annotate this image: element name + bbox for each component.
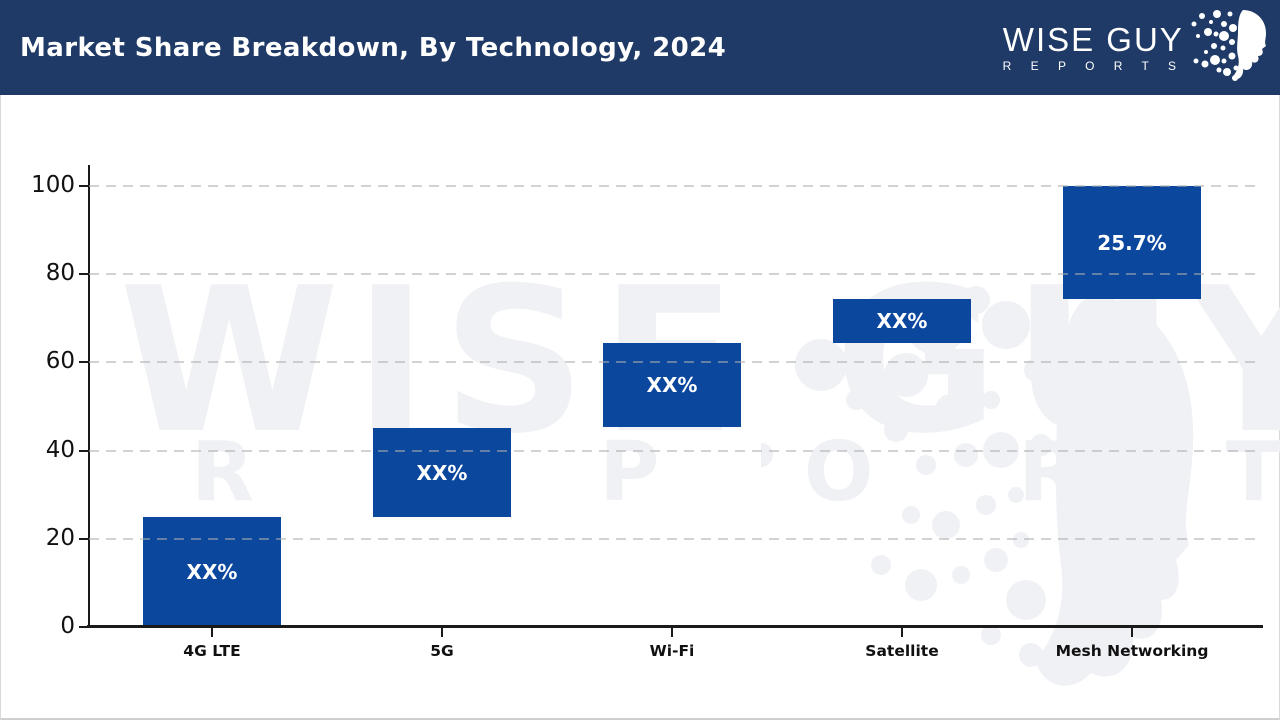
gridline bbox=[89, 537, 1259, 540]
y-tick bbox=[79, 361, 88, 364]
x-tick-label: Mesh Networking bbox=[1055, 642, 1209, 660]
bar-value-label: XX% bbox=[646, 372, 698, 397]
bar: 25.7% bbox=[1063, 186, 1201, 300]
y-tick bbox=[79, 185, 88, 187]
bar-value-label: XX% bbox=[186, 560, 238, 585]
y-tick-label: 0 bbox=[60, 613, 75, 639]
y-tick-label: 40 bbox=[45, 436, 75, 463]
x-tick bbox=[211, 628, 213, 637]
y-tick bbox=[79, 626, 88, 628]
x-tick bbox=[441, 628, 443, 637]
y-tick bbox=[79, 537, 88, 540]
logo-face-icon bbox=[1191, 10, 1266, 81]
y-tick bbox=[79, 449, 88, 452]
bar-value-label: XX% bbox=[416, 460, 468, 485]
gridline bbox=[89, 361, 1259, 364]
logo-wordmark: WISE GUY R E P O R T S bbox=[1003, 23, 1184, 73]
y-tick-label: 60 bbox=[45, 348, 75, 375]
logo-name-text: WISE GUY bbox=[1002, 21, 1184, 59]
x-tick-label: 4G LTE bbox=[183, 642, 241, 660]
bar-value-label: 25.7% bbox=[1097, 230, 1167, 255]
gridline bbox=[89, 273, 1259, 276]
watermark-text-line2: R E P O R T S bbox=[191, 425, 1280, 520]
y-axis-spine bbox=[88, 165, 90, 628]
x-tick bbox=[901, 628, 903, 637]
brand-logo: WISE GUY R E P O R T S bbox=[1003, 6, 1272, 90]
page-title: Market Share Breakdown, By Technology, 2… bbox=[20, 32, 727, 63]
y-tick bbox=[79, 273, 88, 276]
y-tick-label: 100 bbox=[31, 172, 75, 198]
bar: XX% bbox=[603, 342, 741, 427]
bar: XX% bbox=[833, 298, 971, 343]
gridline bbox=[89, 185, 1259, 187]
bar-value-label: XX% bbox=[876, 308, 928, 333]
logo-reports-text: R E P O R T S bbox=[1002, 58, 1184, 73]
y-tick-label: 20 bbox=[45, 524, 75, 551]
gridline bbox=[89, 449, 1259, 452]
bar: XX% bbox=[143, 517, 281, 627]
y-tick-label: 80 bbox=[45, 260, 75, 287]
x-tick-label: Wi-Fi bbox=[649, 642, 695, 660]
x-tick-label: 5G bbox=[430, 642, 454, 660]
x-axis-spine bbox=[87, 625, 1263, 628]
x-tick bbox=[1131, 628, 1133, 637]
header: Market Share Breakdown, By Technology, 2… bbox=[0, 0, 1280, 95]
x-tick-label: Satellite bbox=[865, 642, 939, 660]
bar: XX% bbox=[373, 428, 511, 518]
x-tick bbox=[671, 628, 673, 637]
